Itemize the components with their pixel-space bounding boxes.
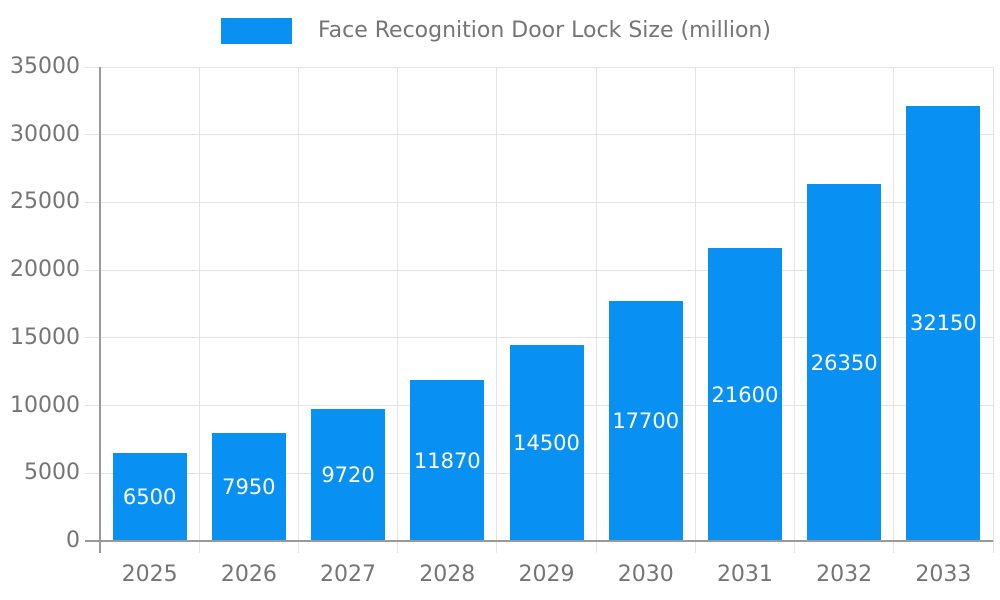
y-tick-label: 15000 [10, 324, 80, 350]
x-tick-label: 2028 [419, 562, 476, 587]
gridline-vertical [992, 67, 994, 553]
gridline-vertical [893, 67, 895, 553]
x-tick-label: 2029 [518, 562, 575, 587]
y-tick-label: 30000 [10, 121, 80, 147]
gridline-horizontal [85, 269, 993, 271]
bar-2026: 7950 [211, 433, 286, 541]
y-tick-label: 10000 [10, 392, 80, 418]
gridline-horizontal [85, 66, 993, 68]
x-tick-label: 2025 [121, 562, 178, 587]
y-axis-line [99, 67, 101, 553]
gridline-vertical [198, 67, 200, 553]
bar-value-label: 11870 [413, 448, 481, 473]
x-tick-label: 2026 [220, 562, 277, 587]
bar-2025: 6500 [112, 452, 187, 541]
legend-label: Face Recognition Door Lock Size (million… [318, 18, 771, 43]
x-tick-label: 2027 [320, 562, 377, 587]
y-tick-label: 0 [66, 528, 80, 553]
legend-swatch-icon [221, 18, 292, 44]
x-axis-line [85, 540, 993, 542]
gridline-horizontal [85, 134, 993, 136]
bar-value-label: 32150 [909, 311, 977, 336]
bar-value-label: 26350 [810, 350, 878, 375]
x-tick-label: 2031 [716, 562, 773, 587]
x-tick-label: 2030 [617, 562, 674, 587]
y-tick-label: 25000 [10, 189, 80, 215]
x-tick-label: 2032 [816, 562, 873, 587]
bar-2030: 17700 [608, 301, 683, 541]
gridline-vertical [496, 67, 498, 553]
gridline-vertical [595, 67, 597, 553]
y-tick-label: 20000 [10, 257, 80, 283]
bar-2032: 26350 [807, 184, 882, 541]
gridline-vertical [397, 67, 399, 553]
gridline-vertical [297, 67, 299, 553]
bar-2033: 32150 [906, 105, 981, 541]
bar-2027: 9720 [311, 409, 386, 541]
bar-value-label: 14500 [513, 430, 580, 455]
gridline-vertical [794, 67, 796, 553]
legend: Face Recognition Door Lock Size (million… [221, 18, 771, 44]
bar-2031: 21600 [707, 248, 782, 541]
bar-value-label: 21600 [711, 382, 779, 407]
bar-value-label: 9720 [321, 463, 375, 488]
gridline-horizontal [85, 337, 993, 339]
bar-2028: 11870 [410, 380, 485, 541]
bar-2029: 14500 [509, 344, 584, 541]
y-tick-label: 5000 [24, 460, 80, 486]
bar-value-label: 7950 [222, 475, 276, 500]
y-tick-label: 35000 [10, 54, 80, 79]
gridline-vertical [694, 67, 696, 553]
x-tick-label: 2033 [915, 562, 972, 587]
gridline-horizontal [85, 201, 993, 203]
bar-value-label: 6500 [122, 484, 177, 509]
bar-value-label: 17700 [612, 409, 680, 434]
